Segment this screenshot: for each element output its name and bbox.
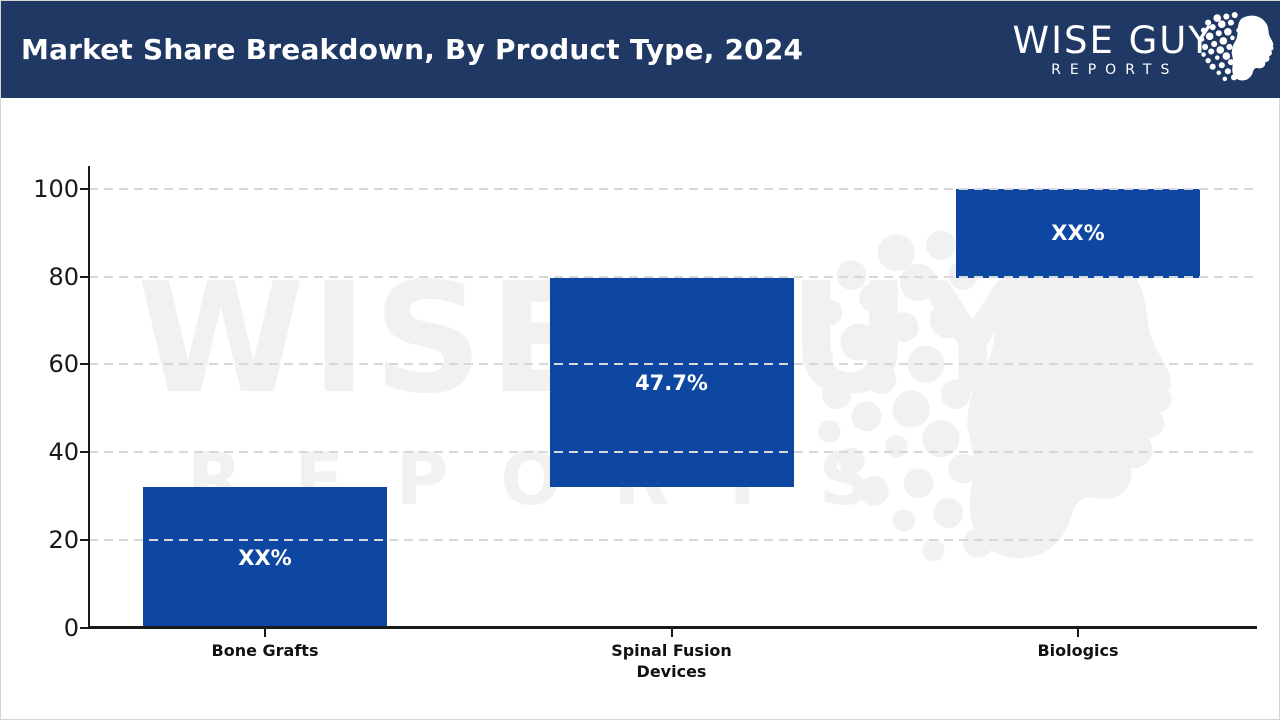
x-tick-mark	[1077, 628, 1079, 637]
bar-bone-grafts: XX%	[143, 487, 387, 628]
logo-wordmark: WISE GUY	[1012, 18, 1213, 62]
x-axis-line	[88, 626, 1257, 629]
bar-value-label: 47.7%	[635, 370, 708, 395]
x-tick-mark	[670, 628, 673, 637]
y-tick-mark	[80, 363, 89, 366]
y-tick-label: 40	[48, 438, 79, 467]
chart-title: Market Share Breakdown, By Product Type,…	[21, 33, 804, 66]
wiseguy-logo: WISE GUY REPORTS	[1013, 6, 1275, 93]
y-tick-mark	[80, 539, 89, 542]
y-tick-mark	[80, 275, 89, 278]
x-category-label: Bone Grafts	[211, 641, 319, 660]
header-bar: Market Share Breakdown, By Product Type,…	[1, 1, 1280, 98]
logo-subtext: REPORTS	[1051, 61, 1179, 78]
bar-biologics: XX%	[956, 188, 1200, 278]
x-category-label: Biologics	[1037, 641, 1119, 660]
y-tick-label: 80	[48, 262, 79, 291]
gridline	[89, 539, 1257, 542]
bar-value-label: XX%	[1051, 221, 1105, 246]
gridline	[89, 187, 1257, 190]
y-tick-mark	[80, 627, 89, 629]
y-tick-mark	[80, 451, 89, 454]
y-tick-label: 20	[48, 526, 79, 555]
y-axis-line	[88, 166, 90, 629]
logo-text: WISE GUY REPORTS	[1013, 22, 1213, 78]
gridline	[89, 363, 1257, 366]
y-tick-label: 0	[63, 614, 79, 642]
x-tick-mark	[264, 628, 266, 637]
gridline	[89, 451, 1257, 454]
bar-value-label: XX%	[238, 545, 292, 570]
y-tick-label: 100	[33, 174, 79, 203]
gridline	[89, 275, 1257, 278]
x-category-label: Spinal Fusion Devices	[611, 641, 732, 681]
bar-spinal-fusion-devices: 47.7%	[549, 277, 794, 488]
y-tick-label: 60	[48, 350, 79, 379]
y-tick-mark	[80, 187, 89, 190]
